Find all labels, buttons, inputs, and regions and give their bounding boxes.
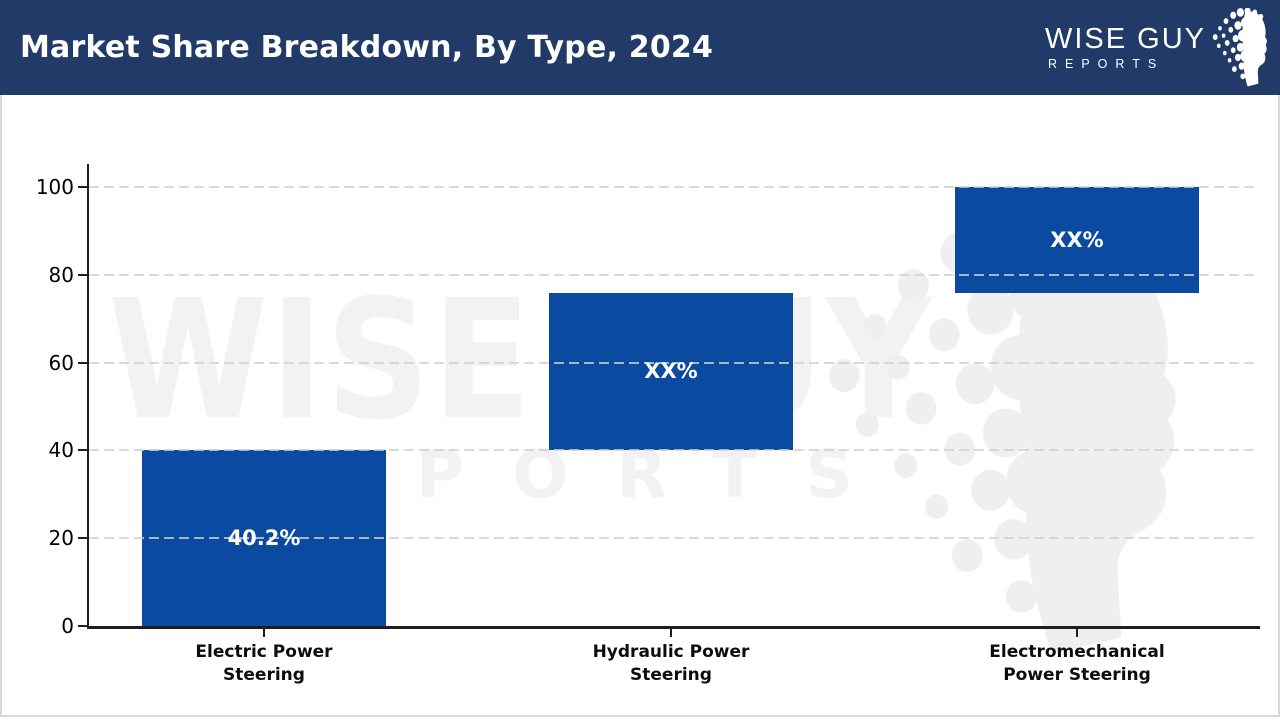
y-axis-tick bbox=[78, 186, 87, 188]
page-title: Market Share Breakdown, By Type, 2024 bbox=[20, 30, 714, 65]
grid-line bbox=[89, 537, 1256, 540]
y-tick-label: 40 bbox=[48, 438, 74, 463]
grid-line bbox=[89, 273, 1256, 276]
x-tick-label: Electromechanical Power Steering bbox=[989, 642, 1165, 685]
content-frame-border bbox=[0, 95, 1280, 717]
brand-logo-text: WISE GUY REPORTS bbox=[1044, 22, 1206, 72]
x-tick-label: Hydraulic Power Steering bbox=[592, 642, 750, 685]
y-axis-tick bbox=[78, 449, 87, 452]
x-axis-tick bbox=[1076, 629, 1078, 637]
bar-value-label: 40.2% bbox=[227, 525, 301, 550]
y-tick-label: 100 bbox=[35, 175, 74, 199]
y-axis-tick bbox=[78, 625, 87, 627]
grid-line bbox=[89, 449, 1256, 452]
bar-value-label: XX% bbox=[644, 359, 698, 384]
y-tick-label: 60 bbox=[48, 350, 74, 375]
y-axis-tick bbox=[78, 273, 87, 276]
y-axis-line bbox=[87, 164, 89, 629]
x-axis-tick bbox=[263, 629, 265, 637]
brand-logo: WISE GUY REPORTS bbox=[1044, 7, 1280, 88]
grid-line bbox=[89, 361, 1256, 364]
brand-logo-name: WISE GUY bbox=[1044, 22, 1206, 55]
y-tick-label: 20 bbox=[48, 526, 74, 551]
watermark-brand-text: WISE GUY bbox=[108, 264, 933, 456]
y-tick-label: 80 bbox=[48, 262, 74, 287]
y-axis-tick bbox=[78, 361, 87, 364]
x-axis-line bbox=[87, 626, 1260, 629]
x-axis-tick bbox=[670, 629, 672, 637]
brand-logo-tagline: REPORTS bbox=[1047, 57, 1165, 72]
grid-line bbox=[89, 186, 1256, 188]
bar-segment bbox=[549, 293, 793, 450]
brand-logo-head-icon bbox=[1212, 7, 1267, 87]
y-tick-label: 0 bbox=[61, 614, 74, 638]
bar-value-label: XX% bbox=[1050, 228, 1104, 253]
header-bar: Market Share Breakdown, By Type, 2024 WI… bbox=[0, 0, 1280, 95]
x-tick-label: Electric Power Steering bbox=[195, 642, 333, 685]
y-axis-tick bbox=[78, 537, 87, 540]
